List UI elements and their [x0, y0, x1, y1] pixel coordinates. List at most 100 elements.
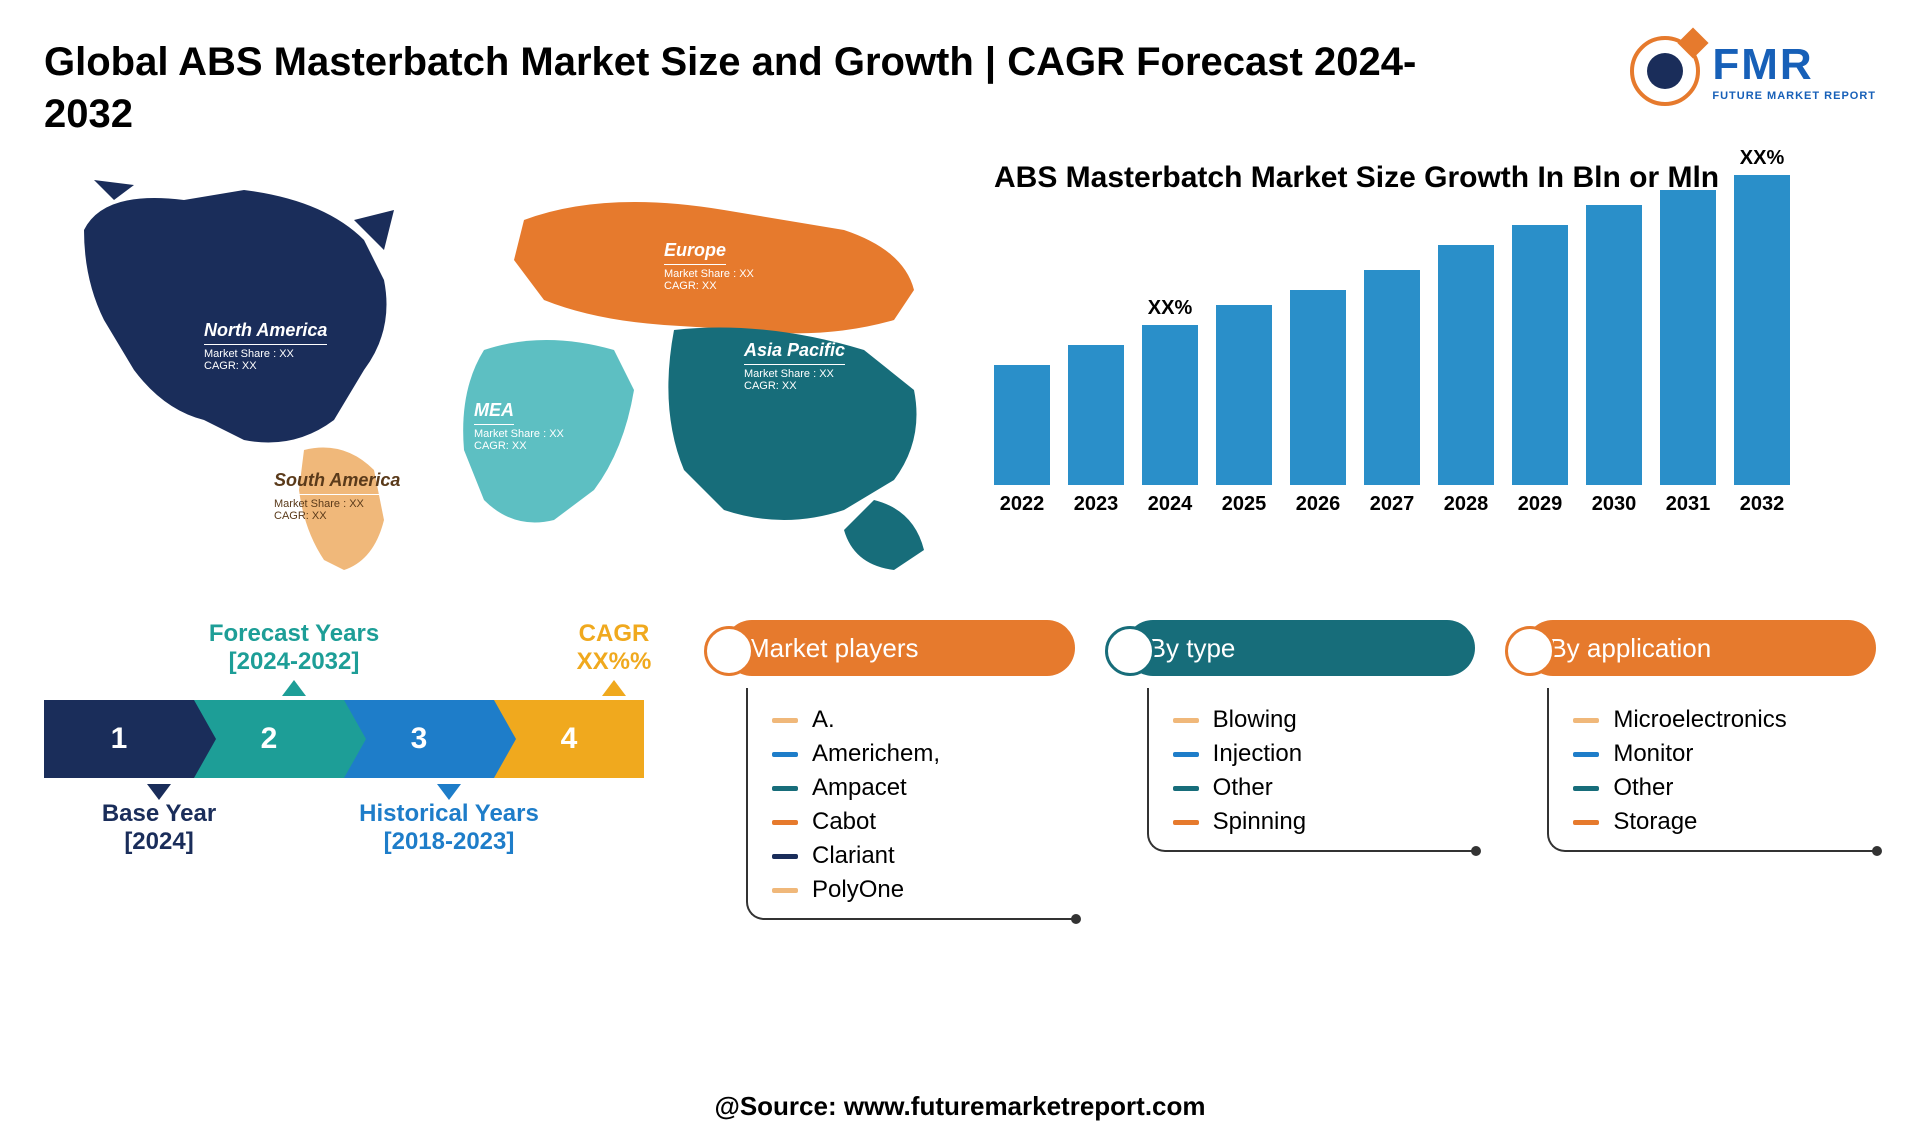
bar-year-label: 2027 [1370, 493, 1415, 516]
marker-icon [772, 718, 798, 723]
category-header: Market players [724, 620, 1075, 676]
bar-year-label: 2024 [1148, 493, 1193, 516]
bar-year-label: 2032 [1740, 493, 1785, 516]
category-item-label: Cabot [812, 808, 876, 836]
category-item-label: Blowing [1213, 706, 1297, 734]
timeline-seg-3: 3 [344, 700, 494, 778]
logo-subtitle: FUTURE MARKET REPORT [1712, 90, 1876, 102]
category-item-label: Other [1213, 774, 1273, 802]
categories-row: Market players A. Americhem, Ampacet Cabot Cl… [704, 620, 1876, 920]
category-item-label: Americhem, [812, 740, 940, 768]
bar-rect [1586, 205, 1642, 485]
timeline-seg-1: 1 [44, 700, 194, 778]
category-item-label: Microelectronics [1613, 706, 1786, 734]
timeline: 1234 [44, 700, 684, 778]
region-label-eu: EuropeMarket Share : XXCAGR: XX [664, 240, 754, 292]
logo-abbr: FMR [1712, 40, 1876, 90]
bar-rect [1216, 305, 1272, 485]
marker-icon [1573, 786, 1599, 791]
logo: FMR FUTURE MARKET REPORT [1630, 36, 1876, 106]
category-item-label: Injection [1213, 740, 1302, 768]
marker-icon [772, 786, 798, 791]
bar-rect [1068, 345, 1124, 485]
bar-2030: 2030 [1586, 205, 1642, 516]
category-item: Clariant [772, 842, 1075, 870]
bars-container: 20222023XX%20242025202620272028202920302… [994, 206, 1876, 516]
bar-2028: 2028 [1438, 245, 1494, 516]
marker-icon [1173, 752, 1199, 757]
category-item-label: A. [812, 706, 835, 734]
bar-2023: 2023 [1068, 345, 1124, 516]
timeline-label: CAGRXX%% [514, 620, 714, 696]
region-na [84, 180, 394, 443]
bar-2031: 2031 [1660, 190, 1716, 516]
category-item: Microelectronics [1573, 706, 1876, 734]
category-item: Ampacet [772, 774, 1075, 802]
region-label-na: North AmericaMarket Share : XXCAGR: XX [204, 320, 327, 372]
bar-year-label: 2022 [1000, 493, 1045, 516]
category-item: Americhem, [772, 740, 1075, 768]
bar-annotation: XX% [1740, 147, 1784, 170]
marker-icon [1573, 718, 1599, 723]
timeline-label: Forecast Years[2024-2032] [194, 620, 394, 696]
category-item: Other [1573, 774, 1876, 802]
bar-chart: ABS Masterbatch Market Size Growth In Bl… [994, 160, 1876, 580]
bar-year-label: 2029 [1518, 493, 1563, 516]
category-body: Microelectronics Monitor Other Storage [1547, 688, 1876, 852]
category-item: Cabot [772, 808, 1075, 836]
bar-rect [1142, 325, 1198, 485]
category-item-label: Spinning [1213, 808, 1306, 836]
category-body: Blowing Injection Other Spinning [1147, 688, 1476, 852]
bar-year-label: 2025 [1222, 493, 1267, 516]
bar-rect [1734, 175, 1790, 485]
bar-rect [994, 365, 1050, 485]
timeline-seg-2: 2 [194, 700, 344, 778]
bar-rect [1512, 225, 1568, 485]
region-label-sa: South AmericaMarket Share : XXCAGR: XX [274, 470, 400, 522]
category-item-label: Ampacet [812, 774, 907, 802]
page-title: Global ABS Masterbatch Market Size and G… [44, 36, 1444, 140]
world-map: North AmericaMarket Share : XXCAGR: XX So… [44, 160, 964, 580]
bar-annotation: XX% [1148, 297, 1192, 320]
bar-2026: 2026 [1290, 290, 1346, 516]
bar-year-label: 2030 [1592, 493, 1637, 516]
bar-year-label: 2031 [1666, 493, 1711, 516]
bar-rect [1660, 190, 1716, 485]
bar-2024: XX%2024 [1142, 325, 1198, 516]
timeline-label: Historical Years[2018-2023] [334, 784, 564, 856]
category-item-label: Storage [1613, 808, 1697, 836]
category-header: By application [1525, 620, 1876, 676]
marker-icon [772, 752, 798, 757]
bar-year-label: 2023 [1074, 493, 1119, 516]
bar-rect [1438, 245, 1494, 485]
marker-icon [1173, 820, 1199, 825]
marker-icon [1573, 820, 1599, 825]
category-item: A. [772, 706, 1075, 734]
category-item: Storage [1573, 808, 1876, 836]
region-label-mea: MEAMarket Share : XXCAGR: XX [474, 400, 564, 452]
timeline-seg-4: 4 [494, 700, 644, 778]
marker-icon [1573, 752, 1599, 757]
category-1: By type Blowing Injection Other Spinning [1105, 620, 1476, 920]
category-header: By type [1125, 620, 1476, 676]
region-label-ap: Asia PacificMarket Share : XXCAGR: XX [744, 340, 845, 392]
category-item-label: PolyOne [812, 876, 904, 904]
source-attribution: @Source: www.futuremarketreport.com [714, 1091, 1205, 1122]
bar-rect [1290, 290, 1346, 485]
category-2: By application Microelectronics Monitor Oth… [1505, 620, 1876, 920]
logo-icon [1630, 36, 1700, 106]
marker-icon [772, 854, 798, 859]
category-item: Spinning [1173, 808, 1476, 836]
bar-year-label: 2026 [1296, 493, 1341, 516]
timeline-top-labels: Forecast Years[2024-2032]CAGRXX%% [44, 620, 684, 700]
bar-2022: 2022 [994, 365, 1050, 516]
category-item-label: Monitor [1613, 740, 1693, 768]
category-item: Injection [1173, 740, 1476, 768]
bar-2027: 2027 [1364, 270, 1420, 516]
category-item: Other [1173, 774, 1476, 802]
category-0: Market players A. Americhem, Ampacet Cabot Cl… [704, 620, 1075, 920]
marker-icon [1173, 718, 1199, 723]
category-item: Monitor [1573, 740, 1876, 768]
bar-2029: 2029 [1512, 225, 1568, 516]
bar-rect [1364, 270, 1420, 485]
